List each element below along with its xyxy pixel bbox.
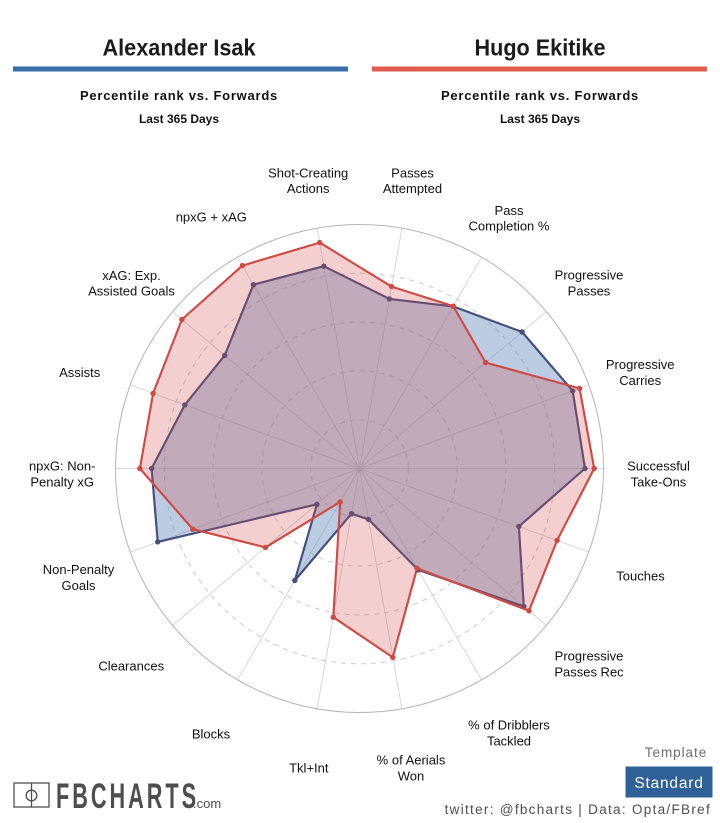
svg-text:Passes: Passes	[568, 284, 611, 299]
svg-text:.com: .com	[193, 796, 221, 811]
svg-text:Non-Penalty: Non-Penalty	[43, 562, 115, 577]
svg-text:Standard: Standard	[634, 775, 703, 792]
svg-text:Last 365 Days: Last 365 Days	[139, 112, 219, 126]
svg-text:% of Aerials: % of Aerials	[377, 753, 446, 768]
svg-text:Hugo Ekitike: Hugo Ekitike	[475, 35, 606, 61]
svg-text:Pass: Pass	[495, 203, 524, 218]
svg-text:Passes: Passes	[391, 166, 434, 181]
svg-text:Assists: Assists	[59, 365, 101, 380]
svg-text:Assisted Goals: Assisted Goals	[88, 284, 175, 299]
svg-text:xAG: Exp.: xAG: Exp.	[102, 268, 161, 283]
svg-text:Goals: Goals	[62, 578, 96, 593]
svg-text:Percentile rank vs. Forwards: Percentile rank vs. Forwards	[80, 88, 278, 103]
svg-text:Successful: Successful	[627, 459, 690, 474]
svg-text:Progressive: Progressive	[555, 268, 624, 283]
svg-text:Touches: Touches	[616, 569, 665, 584]
svg-text:npxG + xAG: npxG + xAG	[176, 210, 247, 225]
svg-text:Progressive: Progressive	[606, 357, 675, 372]
svg-text:Actions: Actions	[287, 181, 330, 196]
svg-text:twitter: @fbcharts | Data: Opt: twitter: @fbcharts | Data: Opta/FBref	[445, 802, 711, 817]
svg-text:Blocks: Blocks	[192, 727, 231, 742]
svg-text:Last 365 Days: Last 365 Days	[500, 112, 580, 126]
svg-text:Passes Rec: Passes Rec	[554, 665, 624, 680]
svg-text:Take-Ons: Take-Ons	[631, 475, 687, 490]
svg-text:Clearances: Clearances	[98, 659, 164, 674]
svg-text:npxG: Non-: npxG: Non-	[29, 459, 95, 474]
svg-text:Won: Won	[398, 769, 425, 784]
svg-text:Shot-Creating: Shot-Creating	[268, 166, 348, 181]
svg-text:Completion %: Completion %	[469, 219, 550, 234]
svg-text:FBCHARTS: FBCHARTS	[56, 778, 199, 816]
svg-text:% of Dribblers: % of Dribblers	[468, 718, 550, 733]
svg-text:Carries: Carries	[619, 373, 661, 388]
svg-text:Percentile rank vs. Forwards: Percentile rank vs. Forwards	[441, 88, 639, 103]
svg-text:Penalty xG: Penalty xG	[30, 475, 94, 490]
svg-text:Tkl+Int: Tkl+Int	[289, 761, 329, 776]
svg-text:Progressive: Progressive	[555, 649, 624, 664]
svg-text:Template: Template	[645, 745, 707, 760]
svg-text:Alexander Isak: Alexander Isak	[103, 35, 257, 61]
svg-text:Tackled: Tackled	[487, 734, 531, 749]
svg-text:Attempted: Attempted	[383, 181, 442, 196]
